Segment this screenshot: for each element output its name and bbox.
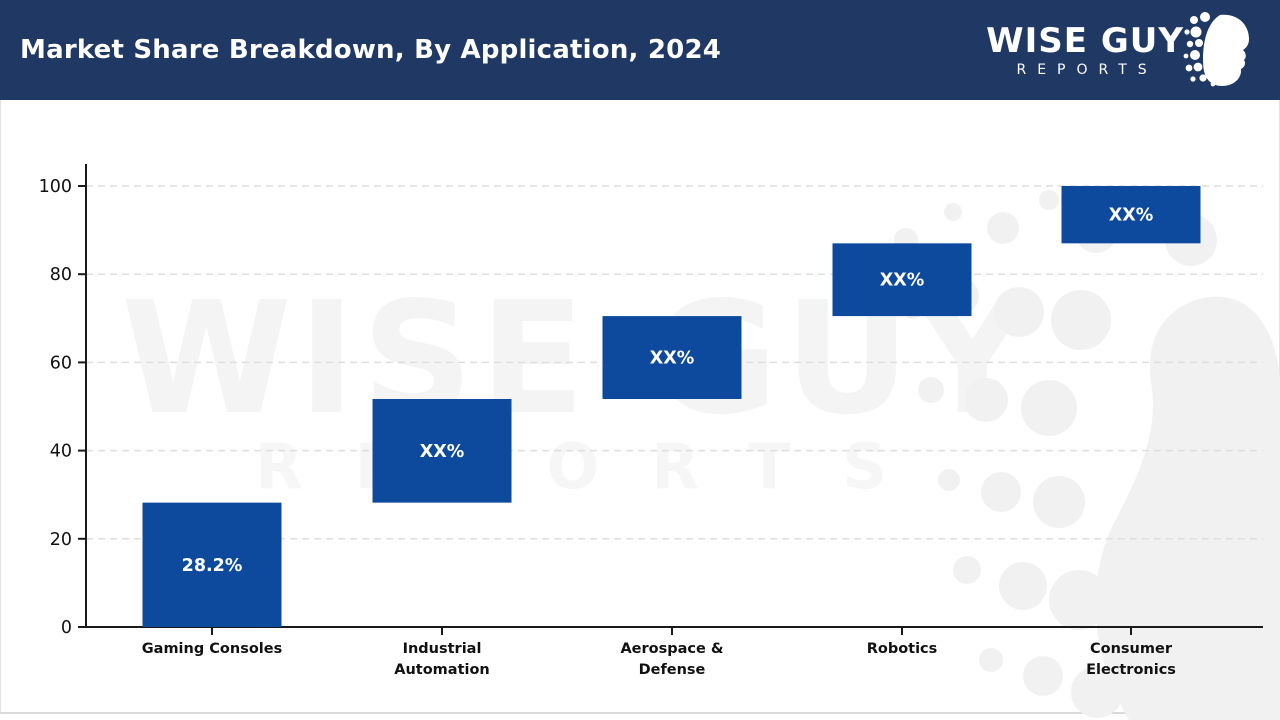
watermark-face-icon <box>894 190 1280 720</box>
chart-title: Market Share Breakdown, By Application, … <box>20 35 722 65</box>
y-tick-label: 40 <box>50 442 72 462</box>
face-logo-icon <box>1183 12 1249 87</box>
bar-value-label: XX% <box>1109 206 1154 226</box>
bar-value-label: XX% <box>650 349 695 369</box>
y-tick-label: 60 <box>50 353 72 373</box>
bar-value-label: 28.2% <box>182 556 243 576</box>
y-tick-label: 20 <box>50 530 72 550</box>
y-tick-label: 80 <box>50 265 72 285</box>
bar <box>832 243 972 317</box>
wise-guy-reports-logo: WISE GUY REPORTS <box>986 10 1254 90</box>
y-tick-label: 0 <box>61 618 72 638</box>
y-tick-label: 100 <box>39 177 72 197</box>
bar <box>142 502 282 627</box>
x-category-label: Consumer Electronics <box>1086 641 1176 678</box>
x-category-label: Aerospace & Defense <box>620 641 723 678</box>
x-category-label: Gaming Consoles <box>142 641 282 657</box>
x-category-label: Robotics <box>867 641 938 657</box>
header: Market Share Breakdown, By Application, … <box>0 0 1280 100</box>
bar-value-label: XX% <box>420 442 465 462</box>
logo-wordmark: WISE GUY REPORTS <box>986 24 1184 77</box>
logo-line1: WISE GUY <box>986 20 1184 61</box>
chart-area: WISE GUY REPORTS <box>0 100 1280 720</box>
bar <box>1061 186 1201 244</box>
bar-value-label: XX% <box>880 271 925 291</box>
x-category-label: Industrial Automation <box>394 641 490 678</box>
logo-line2: REPORTS <box>1016 61 1158 78</box>
bar <box>602 316 742 400</box>
watermark-line2: REPORTS <box>254 430 940 503</box>
waterfall-chart: 0 20 40 60 80 100 28.2% Gaming Consoles XX% Indus… <box>39 164 1280 720</box>
bar <box>372 399 512 503</box>
